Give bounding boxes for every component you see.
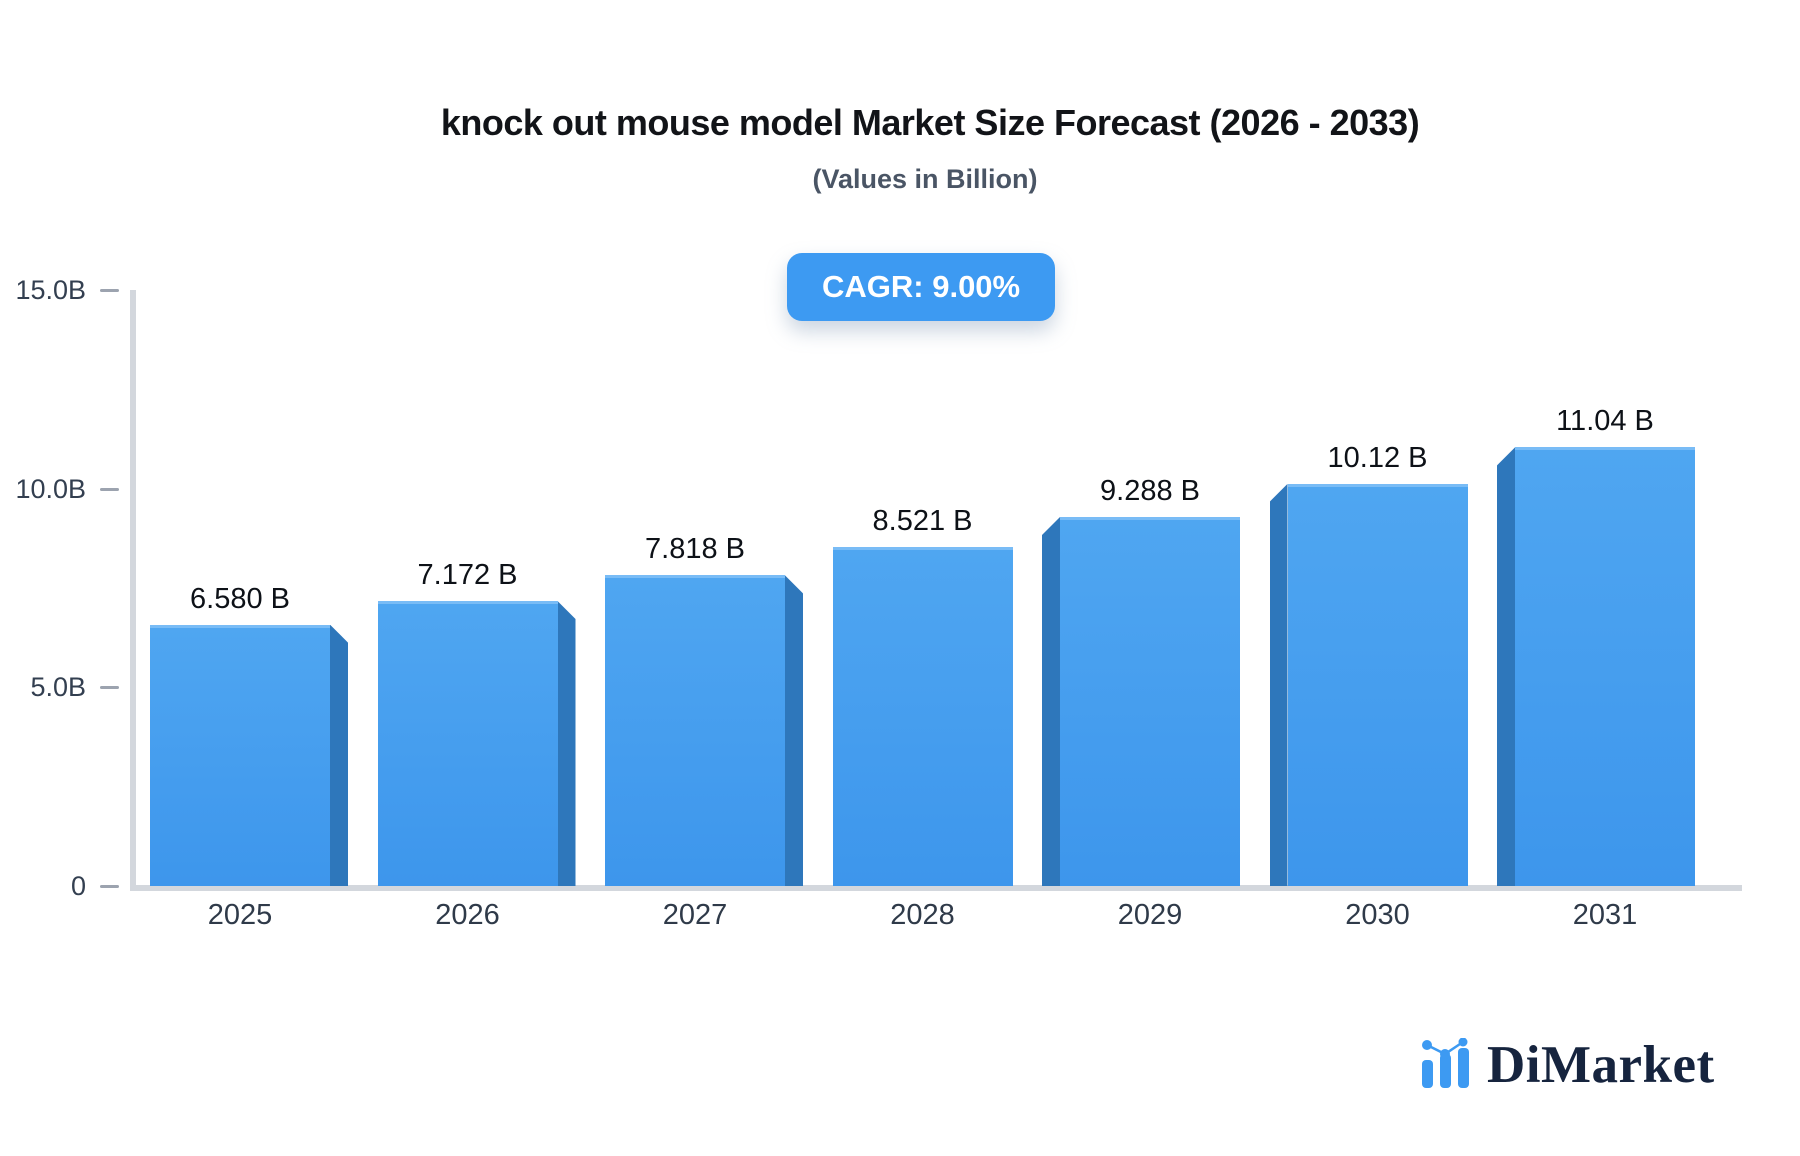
bar-2028 xyxy=(832,547,1013,886)
x-axis-line xyxy=(130,885,1742,891)
chart-title: knock out mouse model Market Size Foreca… xyxy=(440,102,1420,143)
bar-value-label-2027: 7.818 B xyxy=(645,533,745,566)
bar-side-2030 xyxy=(1269,483,1288,886)
y-tick-label-3: 0 xyxy=(70,871,86,901)
x-tick-label-2029: 2029 xyxy=(1117,899,1183,931)
y-tick-dash-1 xyxy=(100,487,119,491)
bar-2026 xyxy=(377,601,558,886)
bar-value-label-2025: 6.580 B xyxy=(190,582,290,615)
bar-value-label-2031: 11.04 B xyxy=(1556,405,1654,438)
bar-2029 xyxy=(1060,516,1240,886)
bar-group-2031: 11.04 B xyxy=(1497,405,1695,886)
bar-group-2026: 7.172 B xyxy=(377,559,576,886)
x-tick-label-2027: 2027 xyxy=(662,899,728,931)
bar-side-2031 xyxy=(1497,447,1515,886)
x-tick-label-2028: 2028 xyxy=(890,899,955,931)
bar-value-label-2028: 8.521 B xyxy=(872,505,973,538)
bar-side-2025 xyxy=(330,624,348,886)
bar-value-label-2026: 7.172 B xyxy=(417,559,518,592)
bar-2030 xyxy=(1287,483,1468,886)
bar-side-2026 xyxy=(557,601,576,886)
mini-bar-chart-icon xyxy=(1422,1038,1469,1088)
logo-text: DiMarket xyxy=(1487,1036,1715,1094)
bar-group-2025: 6.580 B xyxy=(150,583,348,886)
dimarket-logo: DiMarket xyxy=(1420,1036,1715,1094)
bar-2025 xyxy=(150,624,330,886)
bar-side-2029 xyxy=(1042,516,1060,886)
bar-value-label-2030: 10.12 B xyxy=(1327,441,1428,474)
y-tick-label-1: 10.0B xyxy=(15,473,86,504)
chart-subtitle: (Values in Billion) xyxy=(812,164,1038,194)
y-tick-label-0: 15.0B xyxy=(15,275,86,305)
bar-side-2027 xyxy=(785,575,803,886)
bar-2031 xyxy=(1515,447,1695,886)
bar-value-label-2029: 9.288 B xyxy=(1100,474,1200,507)
bar-group-2030: 10.12 B xyxy=(1269,442,1468,886)
y-tick-label-2: 5.0B xyxy=(30,672,86,703)
bar-2027 xyxy=(605,575,785,886)
bar-group-2029: 9.288 B xyxy=(1042,475,1240,886)
cagr-badge: CAGR: 9.00% xyxy=(787,253,1056,321)
y-tick-dash-2 xyxy=(100,686,119,690)
x-tick-label-2031: 2031 xyxy=(1572,899,1638,931)
x-tick-label-2025: 2025 xyxy=(207,899,273,931)
y-tick-dash-0 xyxy=(100,289,119,292)
y-tick-dash-3 xyxy=(100,885,119,888)
bar-group-2028: 8.521 B xyxy=(832,505,1013,886)
x-tick-label-2030: 2030 xyxy=(1345,899,1410,931)
y-axis-line xyxy=(130,290,136,890)
x-tick-label-2026: 2026 xyxy=(435,899,500,931)
bar-group-2027: 7.818 B xyxy=(605,533,803,886)
